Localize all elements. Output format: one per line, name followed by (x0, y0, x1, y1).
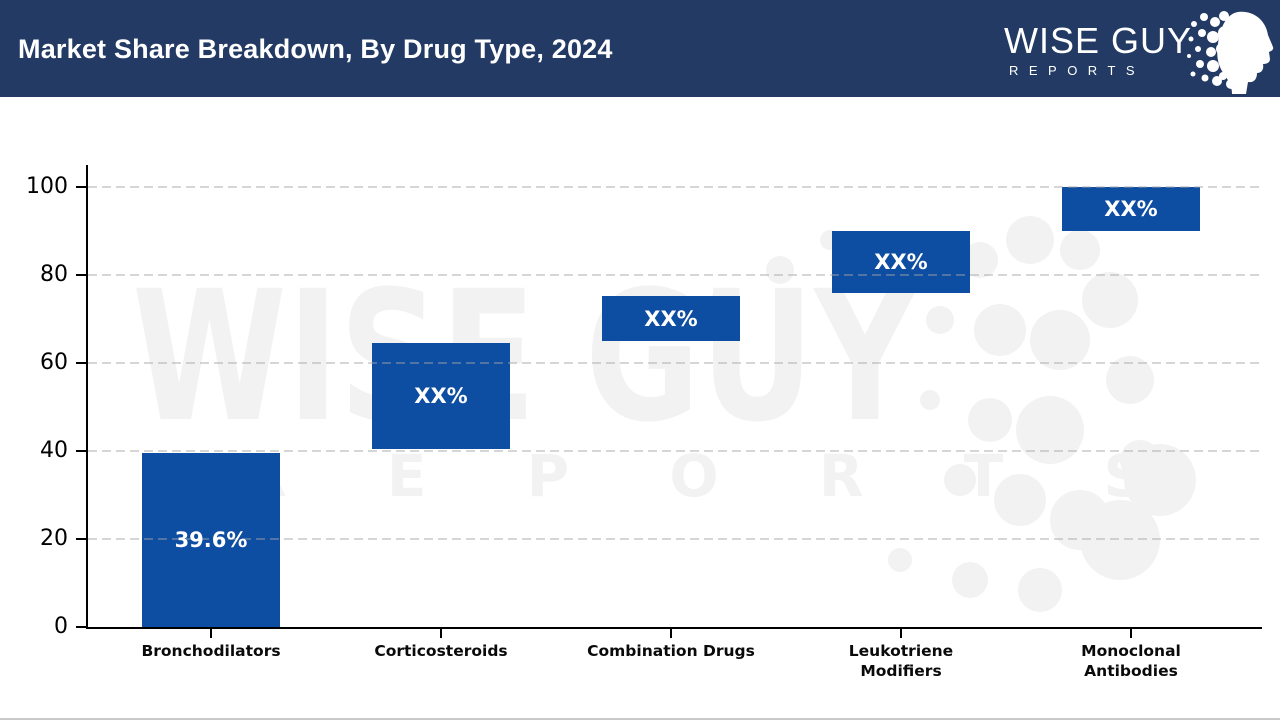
x-category-label: Combination Drugs (587, 642, 755, 660)
y-tick-label: 60 (40, 350, 68, 375)
page-title: Market Share Breakdown, By Drug Type, 20… (18, 34, 613, 64)
gridline (88, 450, 1262, 452)
bar-value-label: XX% (644, 306, 698, 331)
y-tick-label: 80 (40, 262, 68, 287)
gridline (88, 362, 1262, 364)
y-tick (76, 186, 88, 188)
logo-head-icon (1187, 11, 1274, 94)
x-category-label: Bronchodilators (141, 642, 281, 660)
bar-value-label: XX% (414, 384, 468, 408)
watermark-text: WISE GUY (132, 253, 916, 462)
bar-monoclonal-antibodies (1062, 187, 1200, 231)
gridline (88, 186, 1262, 188)
bar-leukotriene-modifiers (832, 231, 970, 293)
x-category-label: Monoclonal Antibodies (1081, 642, 1181, 680)
wise-guy-logo: WISE GUY REPORTS (1004, 4, 1274, 94)
x-tick (1130, 629, 1132, 638)
gridline (88, 538, 1262, 540)
y-tick-label: 40 (40, 438, 68, 463)
y-tick-label: 0 (54, 614, 68, 639)
y-tick-label: 100 (26, 174, 68, 199)
bar-bronchodilators (142, 452, 280, 627)
bar-combination-drugs (602, 296, 740, 341)
y-tick (76, 450, 88, 452)
bar-value-label: XX% (874, 249, 928, 274)
x-axis (86, 627, 1262, 629)
bar-value-label: XX% (1104, 197, 1158, 221)
y-tick (76, 538, 88, 540)
y-tick (76, 274, 88, 276)
watermark-head-dots-icon (711, 216, 1196, 612)
x-tick (210, 629, 212, 638)
x-tick (440, 629, 442, 638)
header-bar: Market Share Breakdown, By Drug Type, 20… (0, 0, 1280, 97)
x-category-label: Corticosteroids (374, 642, 508, 660)
bar-value-label: 39.6% (174, 527, 248, 552)
logo-text: WISE GUY REPORTS (1003, 20, 1192, 79)
bar-corticosteroids (372, 343, 510, 449)
x-tick (670, 629, 672, 638)
y-axis (86, 165, 88, 629)
logo-subtext: REPORTS (1008, 63, 1146, 78)
logo-wordmark: WISE GUY (1003, 20, 1192, 61)
y-tick (76, 626, 88, 628)
x-category-label: Leukotriene Modifiers (848, 642, 954, 680)
gridline (88, 274, 1262, 276)
y-tick-label: 20 (40, 526, 68, 551)
bottom-border (0, 718, 1280, 720)
y-tick (76, 362, 88, 364)
x-tick (900, 629, 902, 638)
